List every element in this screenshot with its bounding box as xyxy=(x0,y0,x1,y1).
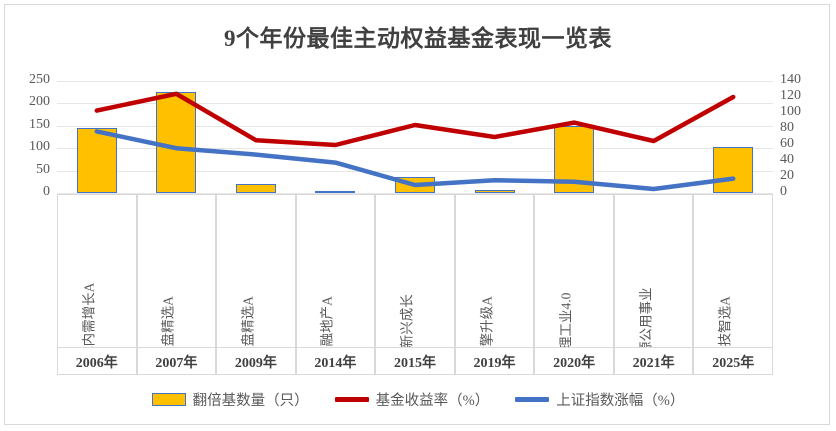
year-label: 2025年 xyxy=(693,348,773,375)
category-label-cell: 广发双擎升级A xyxy=(454,195,535,348)
year-label: 2015年 xyxy=(375,348,455,375)
legend-bar-swatch xyxy=(151,393,186,406)
year-label: 2009年 xyxy=(216,348,296,375)
category-label-cell: 景顺长城内需增长A xyxy=(57,195,137,348)
left-axis-tick-label: 150 xyxy=(29,116,50,132)
legend-item[interactable]: 基金收益率（%） xyxy=(334,389,490,410)
year-label: 2007年 xyxy=(136,348,217,375)
category-label-cell: 前海开源公用事业 xyxy=(613,195,694,348)
bar xyxy=(156,91,197,193)
bar xyxy=(235,184,276,193)
year-label: 2006年 xyxy=(57,348,137,375)
fund-name-label: 华夏大盘精选A xyxy=(240,296,256,348)
year-label: 2020年 xyxy=(534,348,614,375)
right-axis-tick-label: 60 xyxy=(780,136,794,151)
bar xyxy=(554,125,595,193)
legend-label: 上证指数涨幅（%） xyxy=(556,393,685,409)
year-label: 2014年 xyxy=(295,348,376,375)
right-axis-tick-label: 120 xyxy=(780,88,801,103)
fund-name-label: 前海开源公用事业 xyxy=(638,288,654,348)
legend-label: 基金收益率（%） xyxy=(375,393,490,409)
legend-item[interactable]: 翻倍基数量（只） xyxy=(151,389,309,410)
fund-name-label: 景顺长城内需增长A xyxy=(81,283,97,348)
chart-legend: 翻倍基数量（只） 基金收益率（%） 上证指数涨幅（%） xyxy=(5,389,831,410)
right-axis-tick-label: 20 xyxy=(780,168,794,183)
legend-line-swatch xyxy=(515,397,550,402)
fund-name-label: 农银汇理工业4.0 xyxy=(558,293,574,348)
bar xyxy=(713,147,754,193)
bar xyxy=(395,177,435,193)
gridline xyxy=(57,193,773,194)
legend-item[interactable]: 上证指数涨幅（%） xyxy=(515,389,684,410)
bar xyxy=(474,189,515,193)
fund-name-label: 广发双擎升级A xyxy=(479,296,495,348)
right-axis-tick-label: 40 xyxy=(780,152,794,167)
fund-name-label: 华夏大盘精选A xyxy=(160,296,176,348)
fund-name-label: 易方达新兴成长 xyxy=(399,294,415,348)
category-label-cell: 农银汇理工业4.0 xyxy=(534,195,614,348)
bar xyxy=(315,191,356,193)
legend-label: 翻倍基数量（只） xyxy=(192,393,309,409)
right-axis-tick-label: 140 xyxy=(780,72,801,87)
category-label-cell: 工银金融地产A xyxy=(295,195,376,348)
year-label: 2019年 xyxy=(454,348,535,375)
category-label-cell: 永赢科技智选A xyxy=(693,195,773,348)
category-label-cell: 易方达新兴成长 xyxy=(375,195,455,348)
category-label-cell: 华夏大盘精选A xyxy=(216,195,296,348)
year-label: 2021年 xyxy=(613,348,694,375)
plot-area: 0 50 100 150 200 250 0 20 40 60 80 100 120 140 xyxy=(29,73,801,199)
left-axis-tick-label: 0 xyxy=(43,184,50,199)
fund-name-label: 永赢科技智选A xyxy=(717,296,733,348)
gridline xyxy=(57,81,773,82)
category-axis-years: 2006年 2007年 2009年 2014年 2015年 2019年 2020年 2021年… xyxy=(57,347,773,375)
left-axis-tick-label: 50 xyxy=(36,161,50,177)
chart-container: 9个年份最佳主动权益基金表现一览表 0 50 100 150 200 250 0 20 40 6… xyxy=(4,4,830,425)
chart-title: 9个年份最佳主动权益基金表现一览表 xyxy=(224,26,612,51)
legend-line-swatch xyxy=(334,397,369,402)
category-axis-fund-names: 景顺长城内需增长A 华夏大盘精选A 华夏大盘精选A 工银金融地产A 易方达新兴成长 广发双… xyxy=(57,194,773,348)
category-label-cell: 华夏大盘精选A xyxy=(136,195,217,348)
left-axis-tick-label: 250 xyxy=(29,72,50,87)
left-axis-tick-label: 200 xyxy=(29,94,50,110)
right-axis-tick-label: 0 xyxy=(780,184,787,199)
left-axis-tick-label: 100 xyxy=(29,139,50,155)
right-axis-tick-label: 100 xyxy=(780,104,801,119)
right-axis-tick-label: 80 xyxy=(780,120,794,135)
fund-name-label: 工银金融地产A xyxy=(319,296,335,348)
bar xyxy=(76,128,117,193)
